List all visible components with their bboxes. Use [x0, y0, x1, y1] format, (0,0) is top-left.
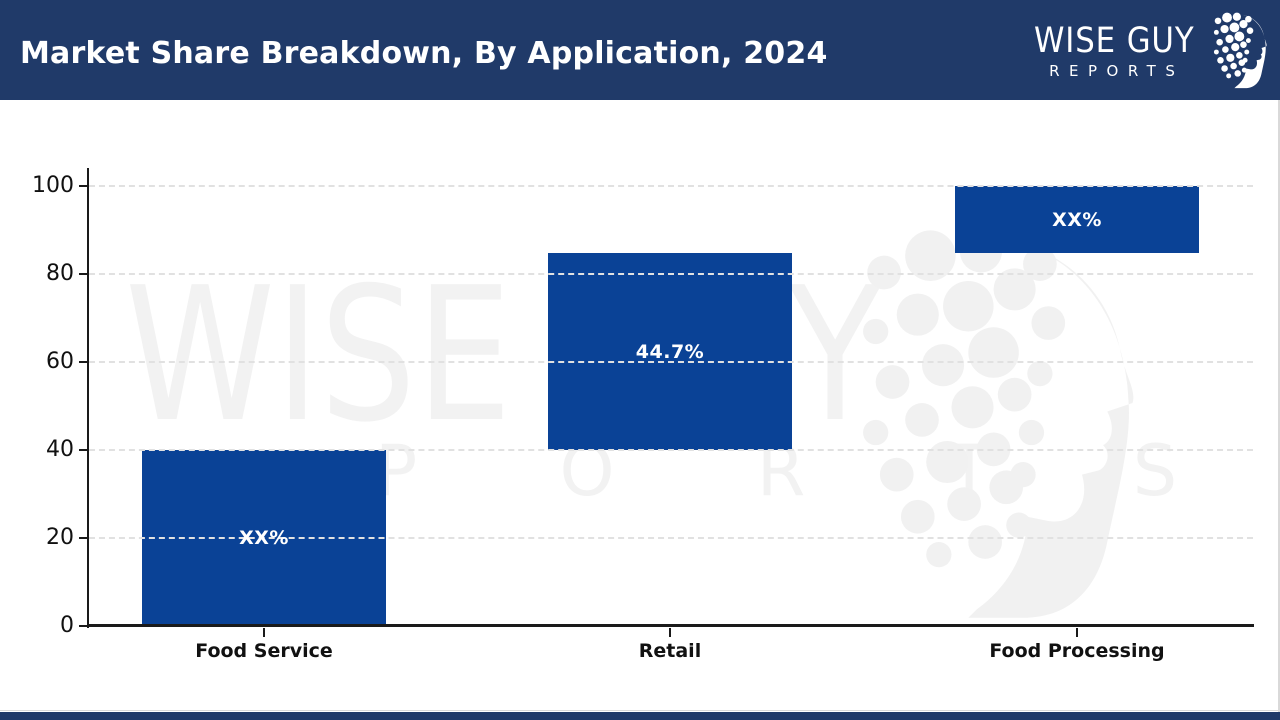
y-axis-tick — [79, 625, 87, 627]
y-axis-tick — [79, 273, 87, 275]
y-axis-spine — [87, 168, 89, 628]
x-axis-spine — [87, 624, 1254, 627]
x-tick-label: Food Processing — [989, 640, 1165, 662]
y-tick-label: 40 — [46, 437, 74, 462]
gridline — [89, 449, 1253, 451]
y-tick-label: 100 — [32, 173, 74, 198]
x-tick-label: Retail — [638, 640, 702, 662]
brand-reports-text: REPORTS — [1049, 61, 1185, 80]
x-axis-tick — [1076, 628, 1078, 637]
footer-bar — [0, 712, 1280, 720]
page-border-bottom — [0, 710, 1280, 711]
brand-logo: WISE GUY REPORTS — [1023, 6, 1270, 94]
bar-value-label: XX% — [1052, 208, 1102, 231]
y-tick-label: 80 — [46, 261, 74, 286]
bar — [548, 253, 792, 450]
y-tick-label: 60 — [46, 349, 74, 374]
brand-logo-text: WISE GUY REPORTS — [1023, 21, 1206, 80]
bar-value-label: XX% — [239, 527, 289, 549]
chart-plot-area: 0 20 40 60 80 100 XX% 44.7% XX% Food Service Retai… — [0, 100, 1280, 720]
gridline — [89, 273, 1253, 275]
brand-head-logo-icon — [1213, 12, 1267, 89]
x-tick-label: Food Service — [195, 640, 333, 662]
y-axis-tick — [79, 537, 87, 539]
gridline — [89, 185, 1253, 187]
gridline — [89, 537, 1253, 539]
brand-wordmark: WISE GUY — [1034, 20, 1196, 61]
watermark-head-logo-icon — [863, 230, 1134, 618]
y-axis-tick — [79, 185, 87, 187]
y-axis-tick — [79, 361, 87, 363]
y-tick-label: 20 — [46, 525, 74, 550]
x-axis-tick — [263, 628, 265, 637]
gridline — [89, 361, 1253, 363]
page-title: Market Share Breakdown, By Application, … — [20, 36, 828, 71]
x-axis-tick — [669, 628, 671, 637]
header-bar: Market Share Breakdown, By Application, … — [0, 0, 1280, 100]
y-axis-tick — [79, 449, 87, 451]
y-tick-label: 0 — [60, 613, 74, 638]
page-border-right — [1278, 100, 1280, 720]
bar — [955, 186, 1199, 254]
bar-value-label: 44.7% — [635, 340, 705, 363]
